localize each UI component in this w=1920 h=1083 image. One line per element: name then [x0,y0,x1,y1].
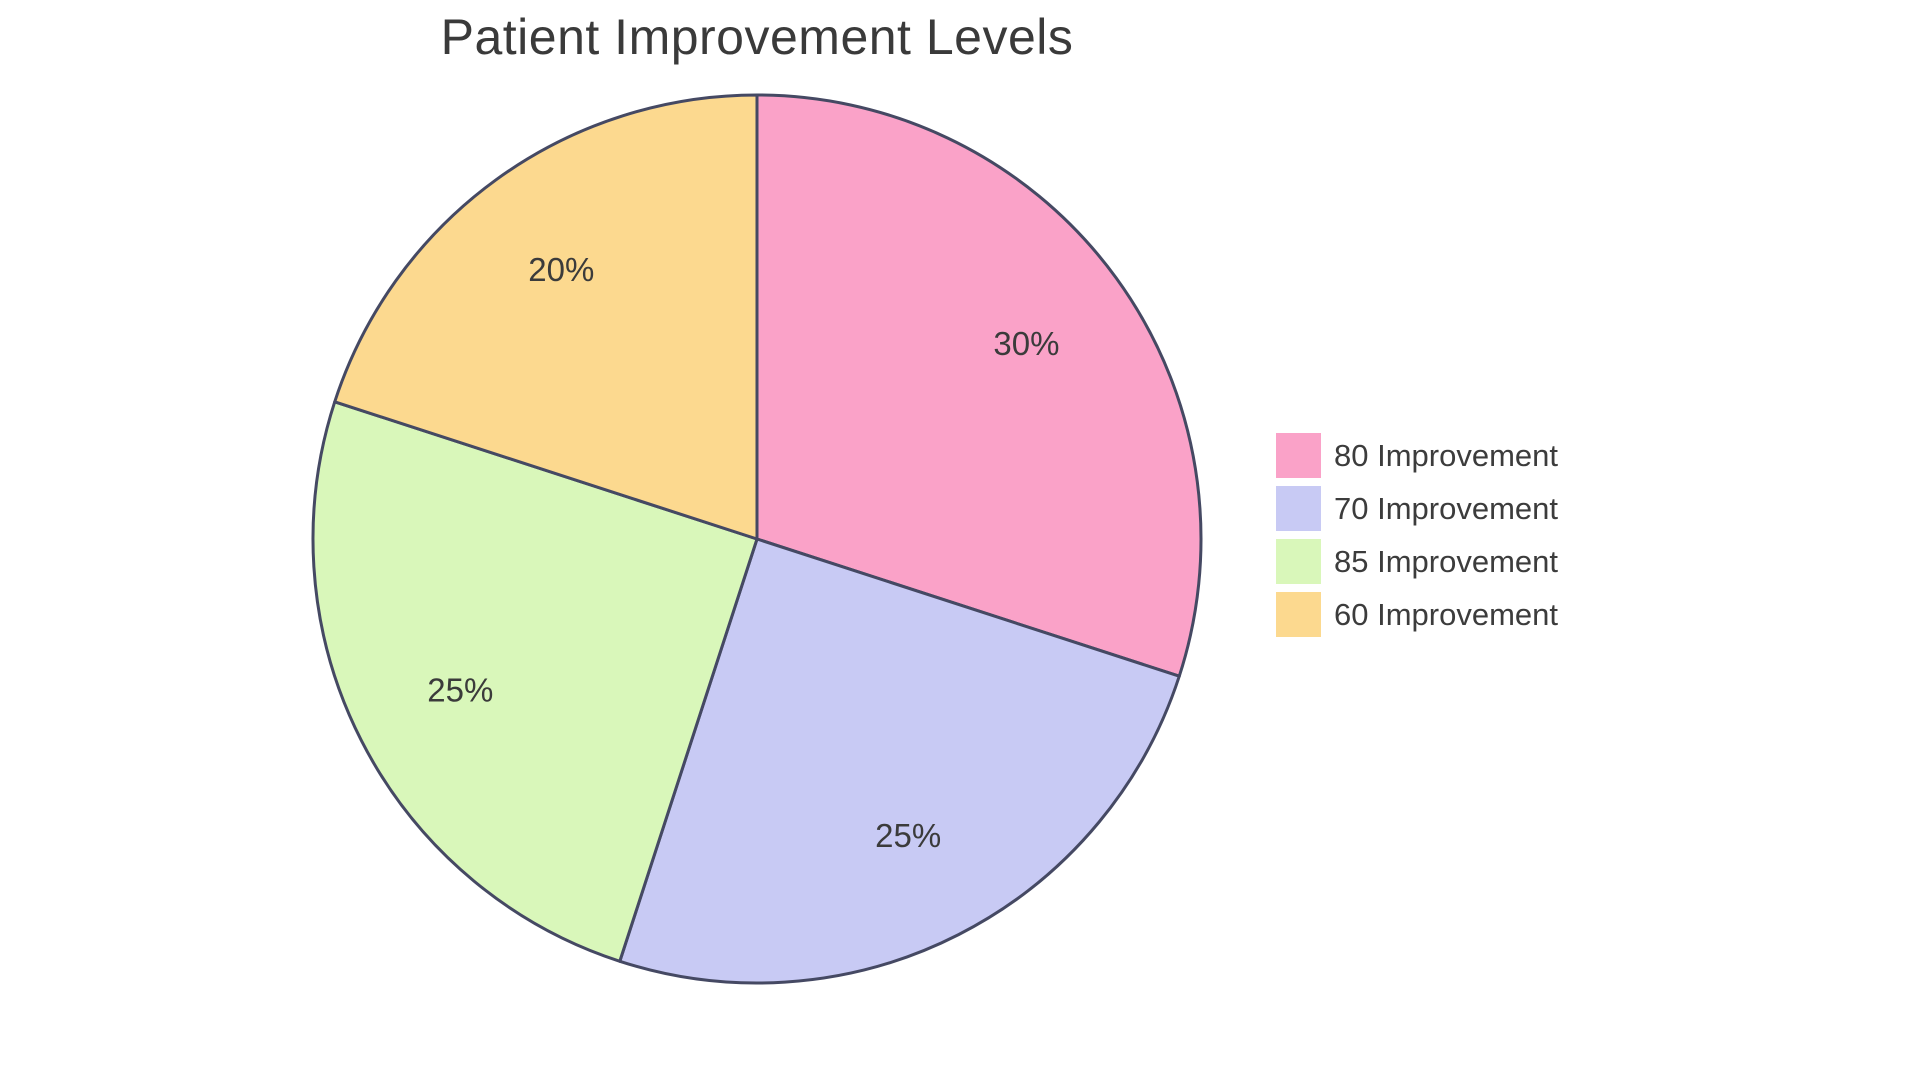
legend-item: 85 Improvement [1276,539,1558,584]
legend-swatch [1276,592,1321,637]
legend-item: 80 Improvement [1276,433,1558,478]
pie-slice-70-improvement [618,537,1181,985]
legend-swatch [1276,539,1321,584]
slice-percent-label: 25% [427,672,493,709]
slice-percent-label: 20% [528,251,594,288]
legend-swatch [1276,433,1321,478]
legend-swatch [1276,486,1321,531]
pie-slice-60-improvement [333,93,759,541]
legend-item: 60 Improvement [1276,592,1558,637]
legend-item-label: 80 Improvement [1334,437,1558,473]
pie-slice-85-improvement [311,400,759,963]
chart-title: Patient Improvement Levels [440,9,1074,65]
pie-slice-80-improvement [755,93,1203,678]
legend-item: 70 Improvement [1276,486,1558,531]
legend: 80 Improvement 70 Improvement 85 Improveme… [1276,433,1558,637]
legend-item-label: 85 Improvement [1334,543,1558,579]
slice-percent-label: 25% [875,817,941,854]
legend-item-label: 70 Improvement [1334,490,1558,526]
slice-percent-label: 30% [993,325,1059,362]
legend-item-label: 60 Improvement [1334,596,1558,632]
